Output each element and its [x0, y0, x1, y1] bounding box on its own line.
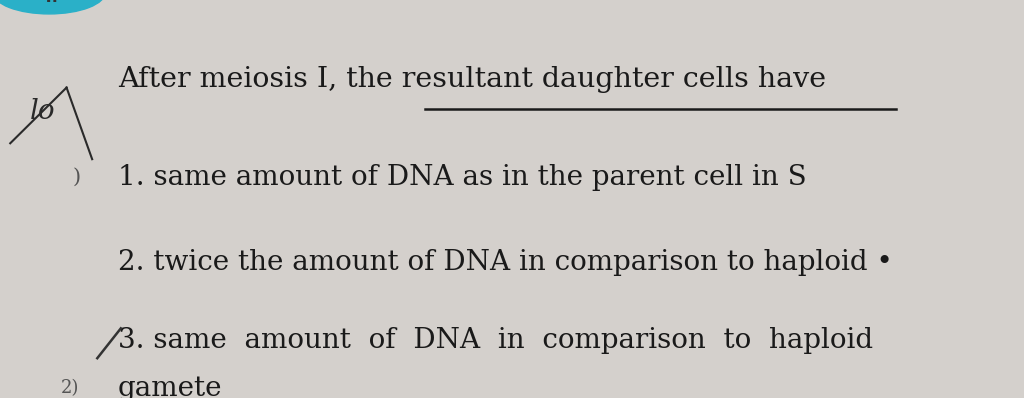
- Text: gamete: gamete: [118, 375, 222, 398]
- Circle shape: [0, 0, 105, 14]
- Text: lo: lo: [30, 98, 56, 125]
- Text: 3. same  amount  of  DNA  in  comparison  to  haploid: 3. same amount of DNA in comparison to h…: [118, 327, 872, 354]
- Text: After meiosis I, the resultant daughter cells have: After meiosis I, the resultant daughter …: [118, 66, 826, 93]
- Text: 2. twice the amount of DNA in comparison to haploid •: 2. twice the amount of DNA in comparison…: [118, 249, 893, 276]
- Text: ): ): [73, 168, 81, 187]
- Text: 1. same amount of DNA as in the parent cell in S: 1. same amount of DNA as in the parent c…: [118, 164, 806, 191]
- Text: 2): 2): [60, 379, 79, 397]
- Text: 4.: 4.: [40, 0, 58, 6]
